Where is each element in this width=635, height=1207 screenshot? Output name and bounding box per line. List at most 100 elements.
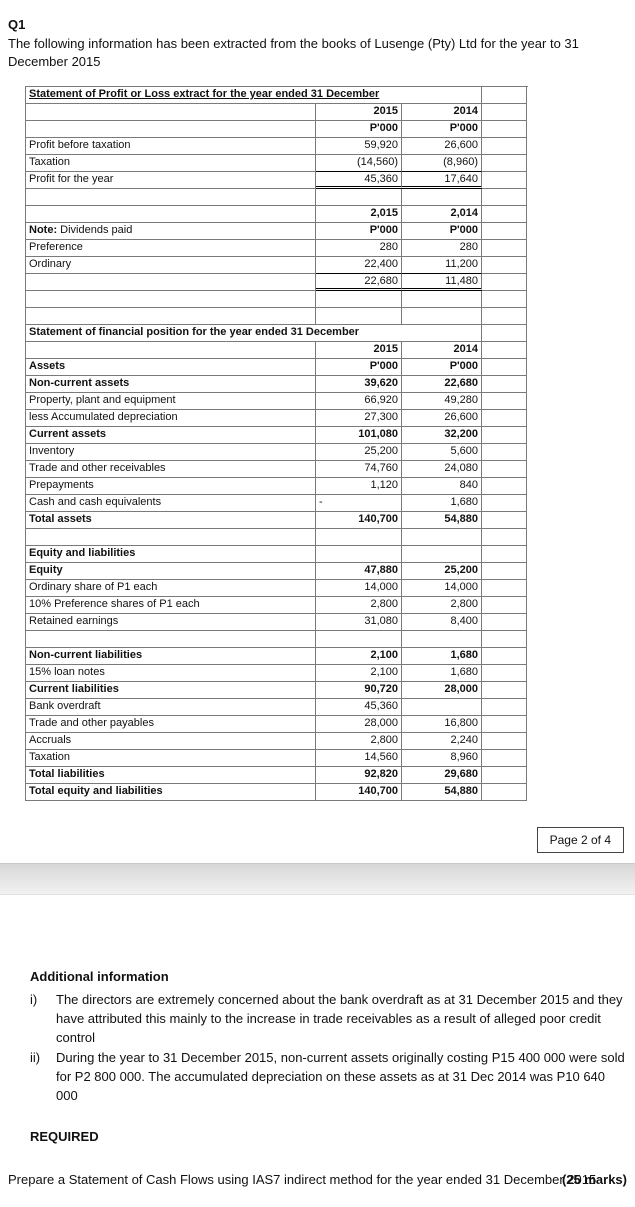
row-value-2015: 140,700 xyxy=(316,784,402,801)
row-value-2014: (8,960) xyxy=(402,155,482,172)
table-row: 22,680 11,480 xyxy=(26,274,528,291)
row-label-cell xyxy=(26,342,316,359)
row-label: Bank overdraft xyxy=(29,700,101,712)
row-label-cell: Current assets xyxy=(26,427,316,444)
row-empty-cell xyxy=(482,716,527,733)
row-empty-cell xyxy=(482,767,527,784)
table-row: 2015 2014 xyxy=(26,104,528,121)
row-label-cell: Trade and other receivables xyxy=(26,461,316,478)
row-label-cell: Note: Dividends paid xyxy=(26,223,316,240)
row-empty-cell xyxy=(482,342,527,359)
row-empty-cell xyxy=(482,546,527,563)
additional-information-heading: Additional information xyxy=(30,969,169,984)
table-row: Total equity and liabilities 140,700 54,… xyxy=(26,784,528,801)
table-row: Assets P'000 P'000 xyxy=(26,359,528,376)
table-row: Non-current assets 39,620 22,680 xyxy=(26,376,528,393)
row-label: Non-current liabilities xyxy=(29,649,143,661)
row-empty-cell xyxy=(482,682,527,699)
row-value-2014 xyxy=(402,308,482,325)
row-label-cell: Inventory xyxy=(26,444,316,461)
row-label: Total assets xyxy=(29,513,92,525)
row-label-cell: Bank overdraft xyxy=(26,699,316,716)
row-label-cell: Property, plant and equipment xyxy=(26,393,316,410)
row-label: Trade and other receivables xyxy=(29,462,166,474)
row-label-cell: Equity and liabilities xyxy=(26,546,316,563)
table-row xyxy=(26,308,528,325)
row-label-cell xyxy=(26,206,316,223)
row-value-2014: 1,680 xyxy=(402,648,482,665)
row-empty-cell xyxy=(482,206,527,223)
row-empty-cell xyxy=(482,614,527,631)
document-page: Q1 The following information has been ex… xyxy=(8,17,624,853)
table-row: Taxation 14,560 8,960 xyxy=(26,750,528,767)
row-label-cell xyxy=(26,631,316,648)
row-value-2015: 14,560 xyxy=(316,750,402,767)
row-empty-cell xyxy=(482,189,527,206)
row-label-cell: Ordinary xyxy=(26,257,316,274)
row-empty-cell xyxy=(482,87,527,104)
row-label-cell: Preference xyxy=(26,240,316,257)
table-row: Cash and cash equivalents - 1,680 xyxy=(26,495,528,512)
row-value-2014: 11,200 xyxy=(402,257,482,274)
row-label: less Accumulated depreciation xyxy=(29,411,178,423)
row-label-cell: Equity xyxy=(26,563,316,580)
row-value-2014: 11,480 xyxy=(402,274,482,291)
row-value-2015 xyxy=(316,631,402,648)
row-value-2015: 90,720 xyxy=(316,682,402,699)
row-value-2014: 2,800 xyxy=(402,597,482,614)
table-row: 10% Preference shares of P1 each 2,800 2… xyxy=(26,597,528,614)
page-number-badge: Page 2 of 4 xyxy=(536,827,624,853)
row-value-2015: 101,080 xyxy=(316,427,402,444)
row-value-2015: 45,360 xyxy=(316,699,402,716)
row-value-2014: P'000 xyxy=(402,121,482,138)
row-value-2015 xyxy=(316,189,402,206)
table-row: Prepayments 1,120 840 xyxy=(26,478,528,495)
row-empty-cell xyxy=(482,240,527,257)
row-value-2014 xyxy=(402,529,482,546)
row-value-2015: 47,880 xyxy=(316,563,402,580)
row-label-cell: Cash and cash equivalents xyxy=(26,495,316,512)
row-empty-cell xyxy=(482,597,527,614)
row-value-2014: 49,280 xyxy=(402,393,482,410)
table-row: Current liabilities 90,720 28,000 xyxy=(26,682,528,699)
row-label-prefix: Note: xyxy=(29,224,58,236)
row-value-2014: 25,200 xyxy=(402,563,482,580)
row-label-cell: Trade and other payables xyxy=(26,716,316,733)
row-value-2015: 280 xyxy=(316,240,402,257)
row-empty-cell xyxy=(482,257,527,274)
row-empty-cell xyxy=(482,784,527,801)
row-value-2014: 5,600 xyxy=(402,444,482,461)
row-value-2014 xyxy=(402,546,482,563)
row-value-2015: 22,680 xyxy=(316,274,402,291)
row-label: Cash and cash equivalents xyxy=(29,496,162,508)
list-item: i) The directors are extremely concerned… xyxy=(30,990,625,1047)
row-value-2014: P'000 xyxy=(402,359,482,376)
table-row: Trade and other payables 28,000 16,800 xyxy=(26,716,528,733)
table-row xyxy=(26,631,528,648)
row-label: Non-current assets xyxy=(29,377,130,389)
row-label-cell: Retained earnings xyxy=(26,614,316,631)
row-value-2014: 2014 xyxy=(402,104,482,121)
row-value-2014: 26,600 xyxy=(402,410,482,427)
table-row: Equity and liabilities xyxy=(26,546,528,563)
task-text: Prepare a Statement of Cash Flows using … xyxy=(8,1172,597,1187)
table-row: Retained earnings 31,080 8,400 xyxy=(26,614,528,631)
intro-paragraph: The following information has been extra… xyxy=(8,36,579,69)
financial-statements-table: Statement of Profit or Loss extract for … xyxy=(25,86,528,801)
row-value-2014: 28,000 xyxy=(402,682,482,699)
row-value-2015: 140,700 xyxy=(316,512,402,529)
row-value-2015: - xyxy=(316,495,402,512)
row-label: Prepayments xyxy=(29,479,94,491)
table-row xyxy=(26,529,528,546)
row-label: Dividends paid xyxy=(57,224,133,236)
row-value-2015: 14,000 xyxy=(316,580,402,597)
row-label-cell: Prepayments xyxy=(26,478,316,495)
row-value-2015: P'000 xyxy=(316,121,402,138)
row-label: Accruals xyxy=(29,734,72,746)
row-value-2015: 59,920 xyxy=(316,138,402,155)
row-value-2014: 8,400 xyxy=(402,614,482,631)
row-label-cell: Total liabilities xyxy=(26,767,316,784)
table-row: Ordinary 22,400 11,200 xyxy=(26,257,528,274)
row-value-2015: 31,080 xyxy=(316,614,402,631)
row-value-2015: 92,820 xyxy=(316,767,402,784)
